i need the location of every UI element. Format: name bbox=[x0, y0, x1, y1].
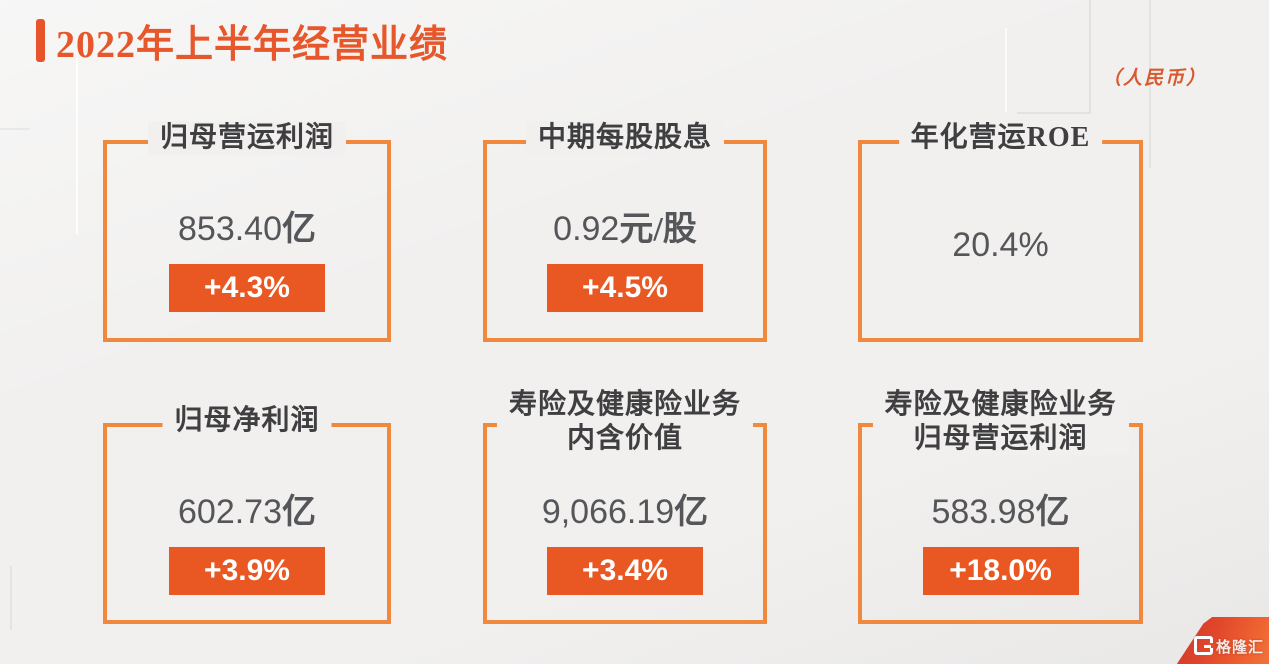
title-accent-bar bbox=[36, 19, 45, 62]
stat-card-value: 853.40亿 bbox=[107, 201, 387, 250]
stat-value-number: 853.40 bbox=[178, 210, 282, 248]
stat-value-unit: 亿 bbox=[674, 494, 709, 531]
stat-card-life-health-operating-profit: 寿险及健康险业务 归母营运利润 583.98亿 +18.0% bbox=[858, 388, 1143, 624]
stat-value-number: 9,066.19 bbox=[541, 493, 675, 531]
stat-value-number: 583.98 bbox=[931, 493, 1036, 531]
gelonghui-logo-text: 格隆汇 bbox=[1215, 639, 1264, 656]
stat-value-number: 20.4% bbox=[952, 226, 1049, 264]
stat-card-title-line1: 归母净利润 bbox=[174, 405, 320, 437]
stat-card-title: 归母净利润 bbox=[162, 404, 332, 438]
stat-value-number: 0.92 bbox=[553, 210, 620, 248]
stat-card-title-line2: 内含价值 bbox=[566, 422, 684, 454]
change-badge: +3.4% bbox=[547, 547, 703, 595]
change-badge: +4.3% bbox=[169, 264, 325, 312]
stat-value-unit: 亿 bbox=[282, 494, 316, 531]
stat-card-title-line1: 中期每股股息 bbox=[537, 122, 713, 154]
stat-card-embedded-value: 寿险及健康险业务 内含价值 9,066.19亿 +3.4% bbox=[483, 388, 767, 624]
stat-card-title: 归母营运利润 bbox=[147, 121, 347, 155]
stat-card-operating-profit: 归母营运利润 853.40亿 +4.3% bbox=[103, 121, 391, 342]
stat-card-value: 602.73亿 bbox=[107, 484, 387, 533]
stat-card-value: 583.98亿 bbox=[862, 484, 1139, 533]
stat-card-title-line2: 归母营运利润 bbox=[913, 422, 1088, 454]
stat-card-value: 20.4% bbox=[862, 226, 1139, 265]
stat-card-title: 年化营运ROE bbox=[898, 121, 1103, 155]
circuit-line-decoration bbox=[0, 128, 30, 130]
currency-note: （人民币） bbox=[1101, 68, 1207, 89]
change-badge: +4.5% bbox=[547, 264, 703, 312]
stat-card-title: 寿险及健康险业务 归母营运利润 bbox=[872, 388, 1129, 456]
stat-card-title-line1: 归母营运利润 bbox=[159, 122, 335, 154]
stat-value-unit: 元/股 bbox=[619, 211, 697, 248]
change-badge: +18.0% bbox=[922, 547, 1079, 595]
stat-card-interim-dividend: 中期每股股息 0.92元/股 +4.5% bbox=[483, 121, 767, 342]
stat-card-title-line1: 寿险及健康险业务 bbox=[508, 389, 742, 421]
change-badge: +3.9% bbox=[169, 547, 325, 595]
gelonghui-g-icon bbox=[1193, 636, 1213, 655]
gelonghui-watermark: 格隆汇 bbox=[1176, 617, 1269, 664]
page-title: 2022年上半年经营业绩 bbox=[56, 24, 449, 66]
stat-card-net-profit: 归母净利润 602.73亿 +3.9% bbox=[103, 404, 391, 624]
circuit-line-decoration bbox=[76, 58, 78, 234]
stat-value-number: 602.73 bbox=[178, 493, 282, 531]
stat-card-title-line1: 寿险及健康险业务 bbox=[884, 389, 1117, 421]
stat-value-unit: 亿 bbox=[1035, 494, 1070, 531]
stat-value-unit: 亿 bbox=[282, 211, 316, 248]
stat-card-title: 中期每股股息 bbox=[525, 121, 725, 155]
stat-card-title-line1: 年化营运ROE bbox=[910, 122, 1091, 154]
circuit-line-decoration bbox=[1005, 28, 1007, 112]
circuit-line-decoration bbox=[1017, 0, 1091, 114]
stat-card-value: 9,066.19亿 bbox=[487, 484, 763, 533]
stat-card-annualized-roe: 年化营运ROE 20.4% bbox=[858, 121, 1143, 342]
stat-card-value: 0.92元/股 bbox=[487, 201, 763, 250]
circuit-line-decoration bbox=[10, 566, 12, 630]
stat-card-title: 寿险及健康险业务 内含价值 bbox=[496, 388, 754, 456]
